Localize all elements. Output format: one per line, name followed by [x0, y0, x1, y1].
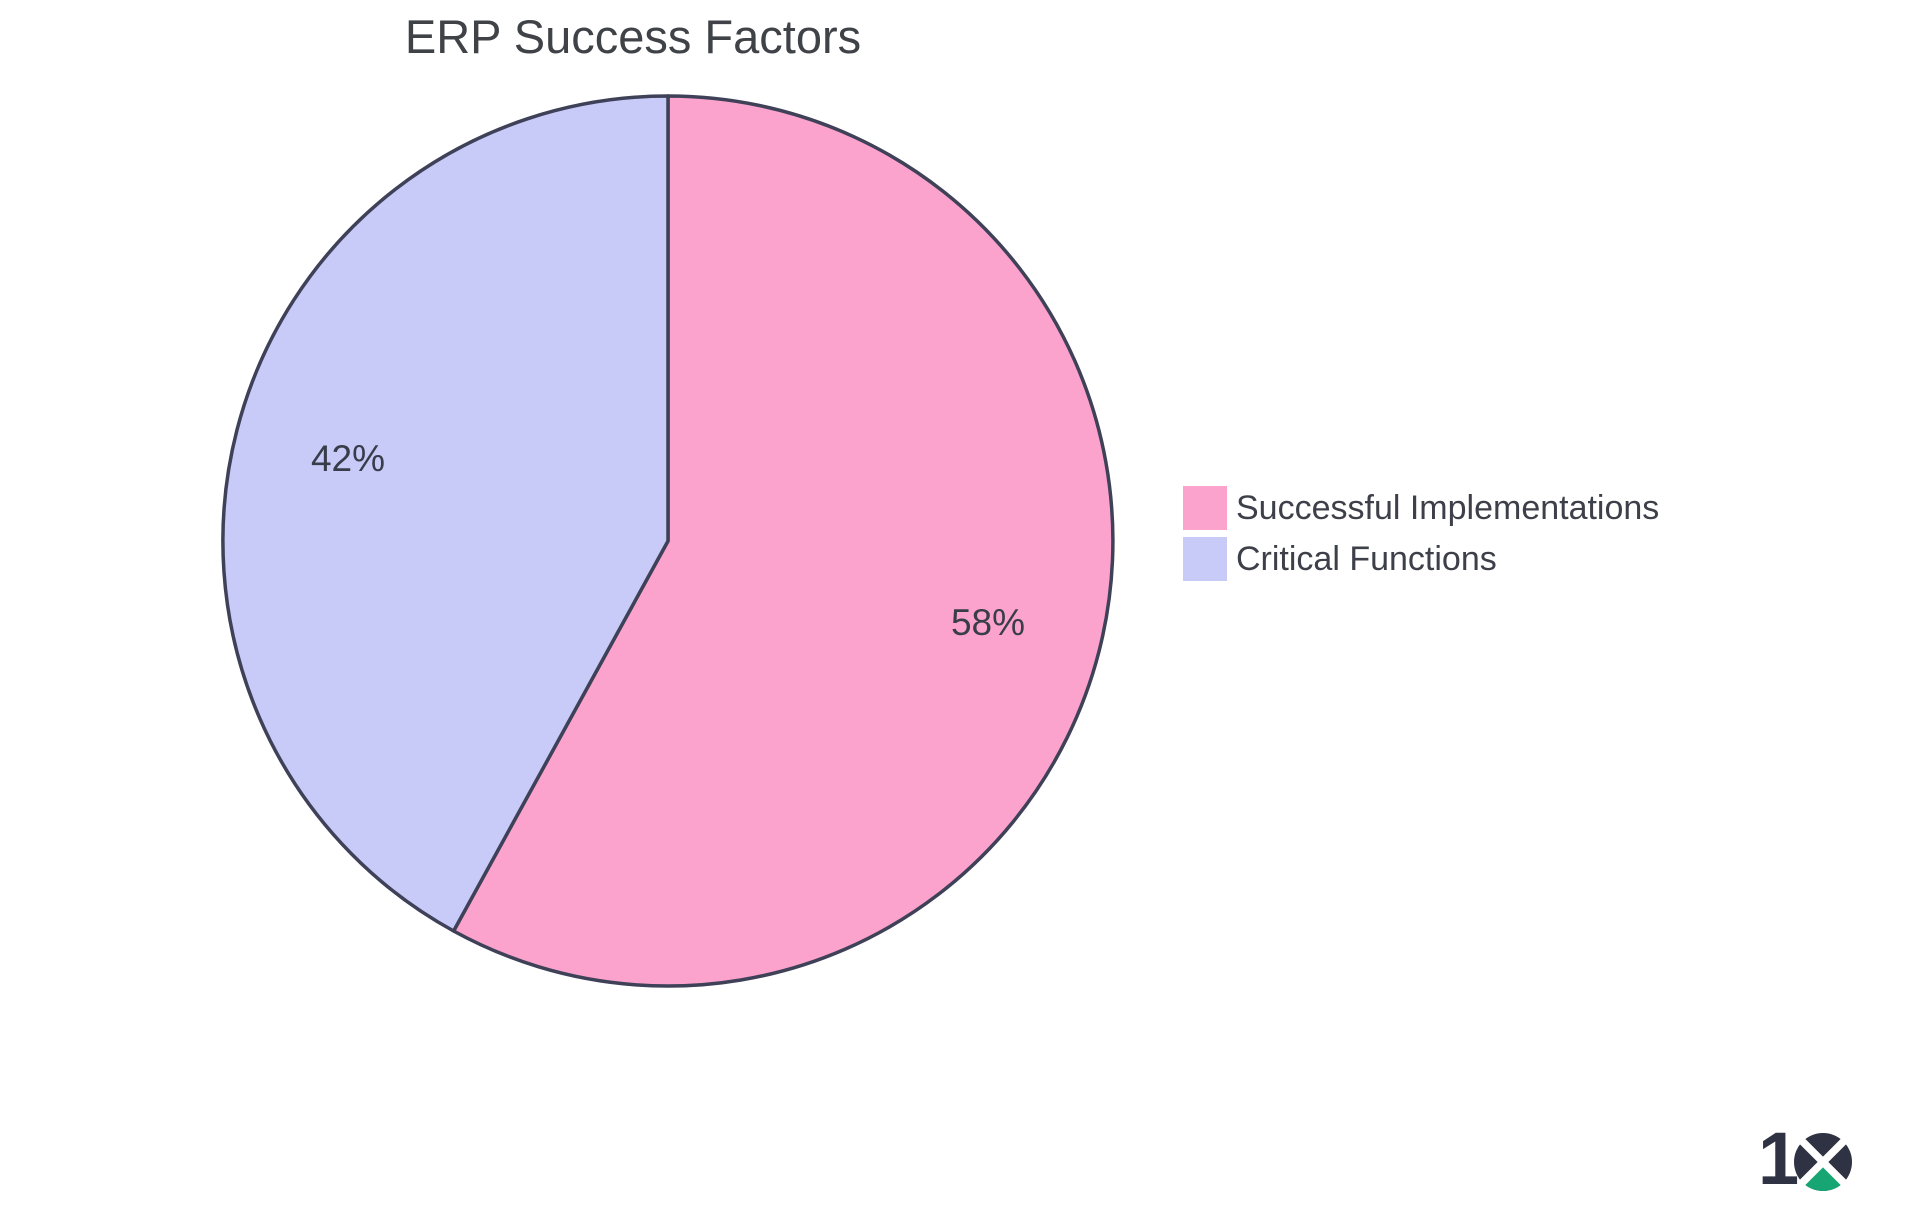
legend-item-successful-implementations: Successful Implementations [1183, 486, 1659, 530]
legend-label: Critical Functions [1236, 539, 1497, 578]
logo-text: 1 [1761, 1124, 1799, 1192]
legend-label: Successful Implementations [1236, 488, 1660, 527]
brand-logo: 1 [1758, 1117, 1853, 1200]
legend-swatch-icon [1183, 537, 1227, 581]
pie-slice-critical-functions [221, 94, 670, 933]
legend: Successful Implementations Critical Func… [1183, 486, 1659, 581]
pie-slice-successful-implementations [451, 94, 1115, 988]
logo-graphic: 1 [1758, 1117, 1852, 1200]
legend-item-critical-functions: Critical Functions [1183, 537, 1659, 581]
legend-swatch-icon [1183, 486, 1227, 530]
slice-percent-label: 58% [950, 602, 1026, 643]
logo-x-circle-icon [1794, 1133, 1852, 1191]
slice-percent-label: 42% [310, 438, 386, 479]
chart-title: ERP Success Factors [404, 10, 862, 63]
